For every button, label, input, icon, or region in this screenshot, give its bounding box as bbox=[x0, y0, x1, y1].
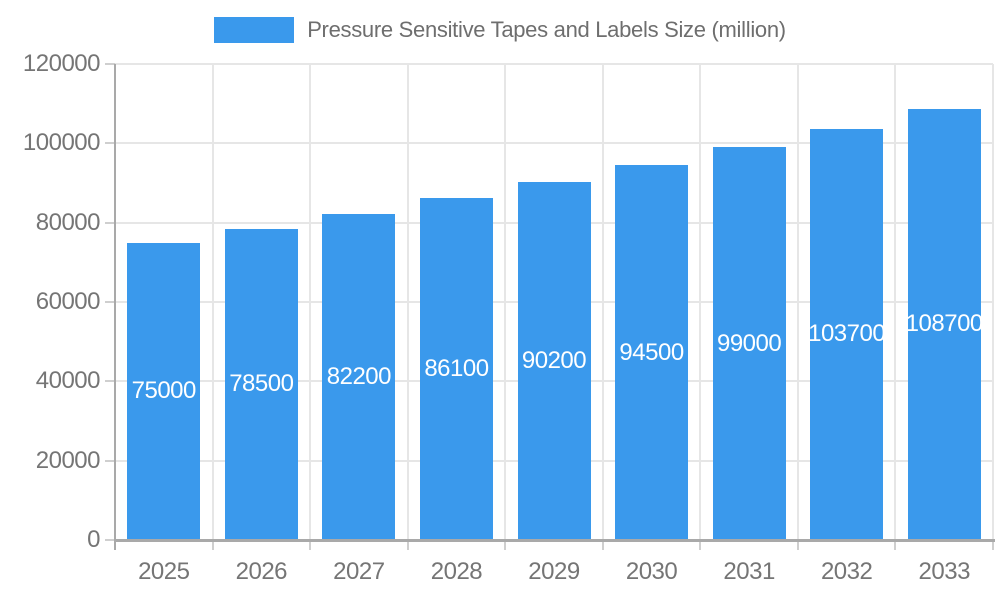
bar-2027[interactable] bbox=[322, 213, 395, 540]
x-gridline bbox=[309, 64, 312, 540]
x-tick-mark bbox=[406, 540, 409, 550]
x-gridline bbox=[992, 64, 994, 540]
x-tick-mark bbox=[309, 540, 312, 550]
x-tick-label: 2028 bbox=[430, 558, 483, 585]
legend-swatch bbox=[214, 17, 295, 43]
x-gridline bbox=[894, 64, 897, 540]
x-tick-mark bbox=[796, 540, 799, 550]
y-tick-mark bbox=[105, 301, 115, 303]
bar-2032[interactable] bbox=[810, 128, 883, 540]
bar-value-label: 90200 bbox=[521, 347, 587, 375]
y-tick-mark bbox=[105, 142, 115, 145]
bar-2030[interactable] bbox=[615, 165, 688, 540]
x-tick-label: 2032 bbox=[820, 558, 873, 585]
legend-label: Pressure Sensitive Tapes and Labels Size… bbox=[307, 17, 786, 42]
y-axis-line bbox=[114, 64, 116, 550]
y-tick-mark bbox=[105, 539, 115, 541]
bar-value-label: 108700 bbox=[905, 310, 984, 338]
y-tick-label: 100000 bbox=[22, 129, 101, 157]
x-gridline bbox=[699, 64, 702, 540]
y-tick-mark bbox=[105, 63, 115, 65]
x-gridline bbox=[211, 64, 214, 540]
x-tick-mark bbox=[894, 540, 897, 550]
y-tick-label: 60000 bbox=[35, 288, 101, 315]
x-tick-label: 2025 bbox=[138, 558, 190, 585]
bar-value-label: 82200 bbox=[326, 362, 392, 390]
bar-value-label: 78500 bbox=[229, 370, 294, 398]
x-tick-label: 2033 bbox=[918, 558, 971, 585]
bar-2028[interactable] bbox=[420, 198, 493, 540]
bar-value-label: 86100 bbox=[424, 355, 489, 383]
bar-value-label: 75000 bbox=[131, 377, 197, 405]
bar-value-label: 103700 bbox=[808, 320, 886, 348]
x-gridline bbox=[504, 64, 507, 540]
y-tick-label: 0 bbox=[87, 526, 100, 553]
x-tick-mark bbox=[504, 540, 507, 550]
y-tick-mark bbox=[105, 380, 115, 383]
y-tick-mark bbox=[105, 459, 115, 462]
y-tick-label: 80000 bbox=[35, 208, 101, 236]
legend-item[interactable]: Pressure Sensitive Tapes and Labels Size… bbox=[0, 17, 1000, 43]
x-gridline bbox=[601, 64, 604, 540]
bar-2026[interactable] bbox=[225, 228, 298, 540]
x-tick-label: 2026 bbox=[235, 558, 288, 585]
bar-value-label: 94500 bbox=[619, 338, 684, 366]
bar-value-label: 99000 bbox=[716, 329, 782, 357]
y-tick-label: 20000 bbox=[35, 446, 101, 474]
y-gridline bbox=[115, 63, 993, 65]
y-tick-label: 120000 bbox=[22, 50, 101, 77]
x-tick-mark bbox=[992, 540, 994, 550]
y-tick-label: 40000 bbox=[35, 367, 101, 395]
bar-2031[interactable] bbox=[713, 147, 786, 540]
bar-2029[interactable] bbox=[518, 182, 591, 540]
x-tick-label: 2030 bbox=[625, 558, 678, 585]
x-tick-label: 2031 bbox=[723, 558, 775, 585]
bar-2025[interactable] bbox=[127, 242, 200, 540]
x-tick-label: 2029 bbox=[528, 558, 580, 585]
x-tick-mark bbox=[211, 540, 214, 550]
y-gridline bbox=[115, 142, 993, 145]
x-gridline bbox=[796, 64, 799, 540]
x-axis-line bbox=[115, 539, 995, 542]
x-tick-mark bbox=[601, 540, 604, 550]
y-tick-mark bbox=[105, 221, 115, 224]
x-tick-label: 2027 bbox=[333, 558, 385, 585]
bar-2033[interactable] bbox=[908, 108, 981, 540]
x-tick-mark bbox=[699, 540, 702, 550]
x-gridline bbox=[406, 64, 409, 540]
